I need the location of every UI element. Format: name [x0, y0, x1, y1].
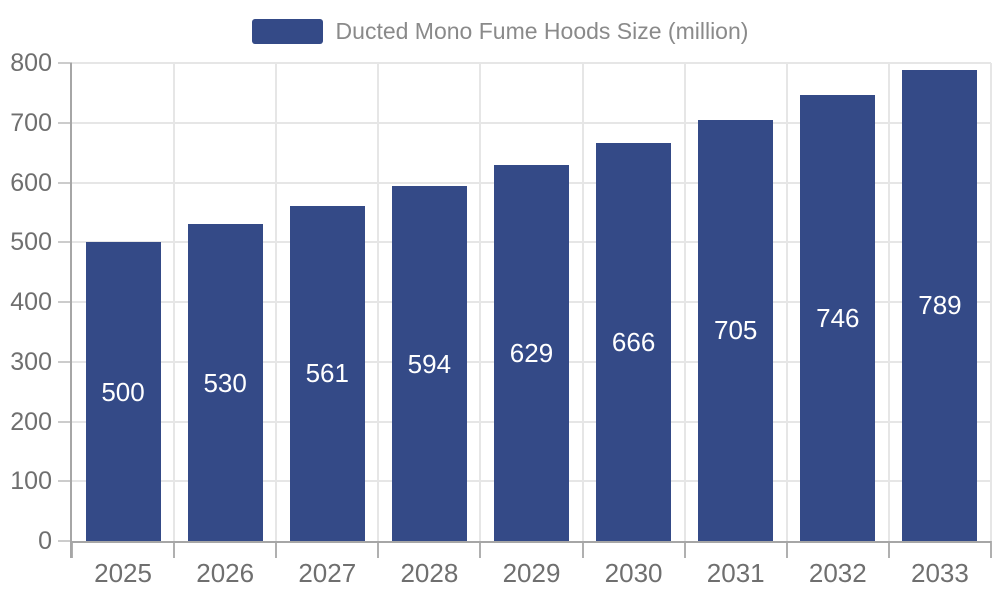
y-axis-tick	[58, 121, 72, 124]
gridline-vertical	[275, 63, 278, 541]
gridline-vertical	[173, 63, 176, 541]
x-axis-tick	[887, 541, 890, 558]
gridline-vertical	[581, 63, 584, 541]
legend-swatch[interactable]	[251, 18, 323, 44]
y-axis-tick	[58, 480, 72, 483]
x-axis-tick	[479, 541, 482, 558]
bar-value-label: 705	[714, 315, 758, 346]
bar-2028	[391, 186, 467, 541]
bar-2026	[187, 224, 263, 541]
bar-2025	[85, 242, 161, 541]
x-axis-tick	[785, 541, 788, 558]
x-axis-tick	[71, 541, 73, 558]
x-tick-label: 2028	[400, 558, 459, 588]
bar-value-label: 530	[203, 367, 247, 398]
bar-2032	[800, 95, 876, 541]
bar-value-label: 666	[611, 327, 656, 358]
bar-2029	[494, 165, 569, 541]
gridline-vertical	[479, 63, 482, 541]
x-axis-tick	[377, 541, 380, 558]
gridline-vertical	[683, 63, 686, 541]
y-axis-tick	[58, 181, 72, 184]
bar-value-label: 746	[816, 303, 860, 334]
y-tick-label: 200	[10, 407, 52, 436]
y-axis-line	[70, 63, 72, 558]
y-axis-tick	[58, 540, 72, 542]
y-axis-tick	[58, 241, 72, 244]
bar-2030	[596, 143, 672, 541]
x-tick-label: 2032	[808, 558, 867, 588]
bar-2031	[698, 119, 774, 541]
gridline-horizontal	[72, 121, 991, 124]
x-axis-tick	[683, 541, 686, 558]
y-tick-label: 600	[10, 168, 52, 197]
bar-value-label: 629	[509, 338, 554, 369]
x-tick-label: 2026	[196, 558, 255, 588]
y-axis-tick	[58, 420, 72, 423]
y-tick-label: 800	[10, 49, 52, 77]
y-axis-tick	[58, 301, 72, 303]
bar-2033	[902, 69, 978, 541]
x-tick-label: 2031	[706, 558, 765, 588]
x-tick-label: 2029	[502, 558, 561, 588]
y-axis-tick	[58, 360, 72, 363]
x-axis-tick	[990, 541, 992, 558]
x-tick-label: 2025	[94, 558, 152, 588]
y-tick-label: 300	[10, 347, 52, 376]
x-axis-line	[70, 541, 991, 543]
x-tick-label: 2033	[911, 558, 969, 588]
bar-value-label: 561	[305, 358, 349, 389]
x-axis-tick	[581, 541, 584, 558]
gridline-vertical	[990, 63, 992, 541]
x-tick-label: 2027	[298, 558, 357, 588]
gridline-vertical	[785, 63, 788, 541]
y-tick-label: 400	[10, 288, 52, 316]
y-tick-label: 100	[10, 467, 52, 496]
y-tick-label: 0	[38, 527, 52, 555]
x-axis-tick	[173, 541, 176, 558]
gridline-vertical	[377, 63, 380, 541]
bar-value-label: 500	[101, 376, 145, 407]
y-axis-tick	[58, 62, 72, 64]
legend-label[interactable]: Ducted Mono Fume Hoods Size (million)	[335, 17, 749, 44]
y-tick-label: 500	[10, 228, 52, 257]
y-tick-label: 700	[10, 108, 52, 137]
bar-value-label: 789	[918, 290, 962, 321]
x-axis-tick	[275, 541, 278, 558]
bar-2027	[289, 205, 365, 541]
x-tick-label: 2030	[604, 558, 663, 588]
legend[interactable]: Ducted Mono Fume Hoods Size (million)	[0, 16, 1000, 46]
gridline-horizontal	[72, 62, 991, 64]
gridline-vertical	[887, 63, 890, 541]
bar-value-label: 594	[407, 348, 452, 379]
